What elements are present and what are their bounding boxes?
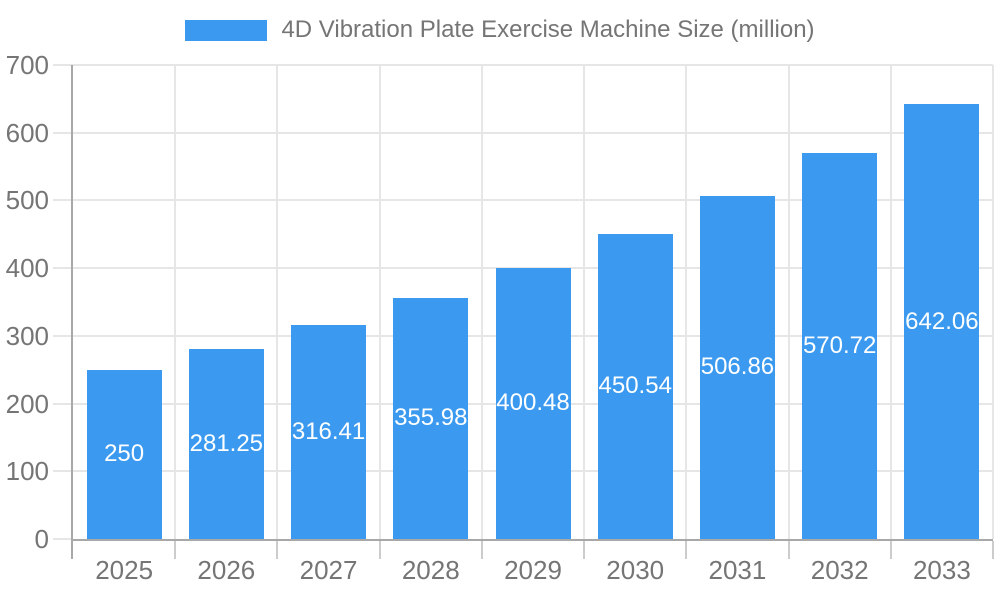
plot-area: 0 100 200 300 400 500 600 700 250 2025 281.25 2026 3… bbox=[6, 52, 994, 583]
bar-value-label: 281.25 bbox=[189, 429, 264, 457]
x-axis-label-2033: 2033 bbox=[912, 555, 971, 585]
x-axis-tick bbox=[378, 541, 381, 559]
x-axis-label-2026: 2026 bbox=[197, 555, 256, 585]
h-gridline bbox=[53, 64, 993, 66]
bar-2031[interactable]: 506.86 bbox=[699, 195, 775, 539]
v-gridline bbox=[378, 65, 381, 539]
h-gridline bbox=[53, 131, 993, 134]
legend-swatch-icon bbox=[185, 19, 268, 41]
x-axis-tick bbox=[992, 541, 994, 559]
v-gridline bbox=[276, 65, 279, 539]
x-axis-tick bbox=[276, 541, 279, 559]
h-gridline bbox=[53, 199, 993, 202]
bar-value-label: 250 bbox=[104, 440, 145, 468]
y-axis-label: 700 bbox=[5, 50, 49, 80]
y-axis-label: 500 bbox=[5, 185, 49, 216]
x-axis-label-2025: 2025 bbox=[95, 555, 154, 585]
bar-2029[interactable]: 400.48 bbox=[495, 267, 571, 539]
y-axis-label: 600 bbox=[5, 117, 49, 148]
x-axis-label-2028: 2028 bbox=[401, 555, 460, 585]
bar-2032[interactable]: 570.72 bbox=[802, 152, 878, 539]
v-gridline bbox=[787, 65, 790, 539]
x-axis-tick bbox=[787, 541, 790, 559]
x-axis-label-2032: 2032 bbox=[810, 555, 869, 585]
y-axis bbox=[71, 65, 73, 559]
v-gridline bbox=[685, 65, 688, 539]
bar-2030[interactable]: 450.54 bbox=[597, 233, 673, 539]
bar-2027[interactable]: 316.41 bbox=[291, 324, 367, 539]
bar-2025[interactable]: 250 bbox=[86, 369, 162, 539]
x-axis-tick bbox=[583, 541, 586, 559]
x-axis-tick bbox=[889, 541, 892, 559]
x-axis-tick bbox=[480, 541, 483, 559]
x-axis-tick bbox=[685, 541, 688, 559]
bar-value-label: 642.06 bbox=[905, 307, 979, 335]
bar-value-label: 316.41 bbox=[291, 417, 366, 445]
x-axis-label-2027: 2027 bbox=[299, 555, 358, 585]
bar-value-label: 506.86 bbox=[700, 353, 775, 381]
v-gridline bbox=[583, 65, 586, 539]
bar-value-label: 570.72 bbox=[802, 331, 877, 359]
bar-value-label: 355.98 bbox=[394, 404, 468, 432]
chart-legend[interactable]: 4D Vibration Plate Exercise Machine Size… bbox=[0, 16, 1000, 44]
legend-label: 4D Vibration Plate Exercise Machine Size… bbox=[281, 16, 815, 43]
y-axis-tick bbox=[53, 538, 73, 540]
bar-2026[interactable]: 281.25 bbox=[188, 348, 264, 539]
bar-2028[interactable]: 355.98 bbox=[393, 297, 469, 539]
x-axis-label-2031: 2031 bbox=[708, 555, 767, 585]
y-axis-label: 400 bbox=[5, 253, 49, 284]
y-axis-label: 100 bbox=[5, 456, 49, 487]
bar-value-label: 400.48 bbox=[496, 389, 570, 417]
y-axis-label: 0 bbox=[34, 524, 49, 554]
y-axis-label: 300 bbox=[5, 320, 49, 351]
v-gridline bbox=[992, 65, 994, 539]
bar-value-label: 450.54 bbox=[598, 372, 672, 400]
v-gridline bbox=[889, 65, 892, 539]
v-gridline bbox=[174, 65, 177, 539]
x-axis-label-2029: 2029 bbox=[504, 555, 562, 585]
bar-2033[interactable]: 642.06 bbox=[904, 104, 980, 539]
y-axis-label: 200 bbox=[5, 388, 49, 419]
x-axis-tick bbox=[174, 541, 177, 559]
x-axis-label-2030: 2030 bbox=[606, 555, 665, 585]
v-gridline bbox=[480, 65, 483, 539]
